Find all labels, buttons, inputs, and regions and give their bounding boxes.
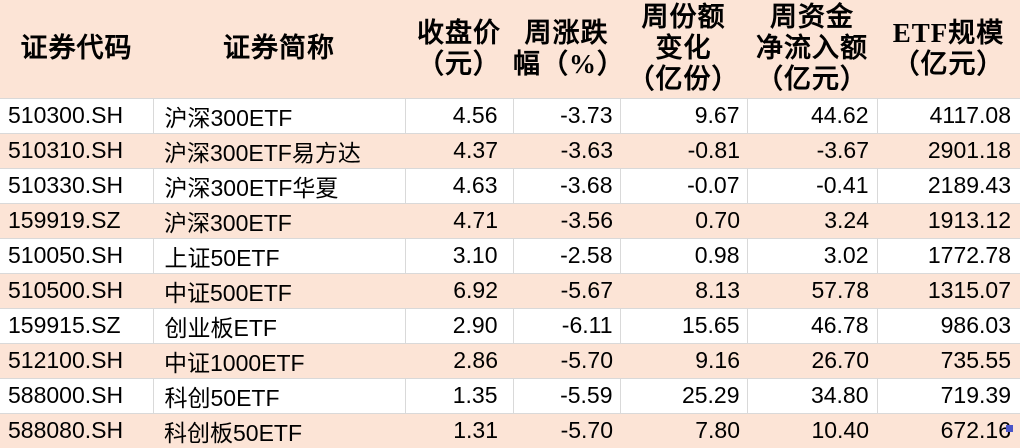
cell-weekly_share_change[interactable]: 25.29 (619, 377, 747, 414)
cell-close_price[interactable]: 4.63 (404, 167, 513, 204)
cell-code[interactable]: 159915.SZ (0, 307, 153, 344)
cell-name[interactable]: 上证50ETF (152, 237, 405, 274)
cell-code[interactable]: 510310.SH (0, 133, 153, 168)
cell-weekly_share_change[interactable]: 0.70 (620, 203, 747, 238)
cell-etf_scale[interactable]: 986.03 (876, 307, 1020, 344)
cell-etf_scale[interactable]: 1315.07 (877, 273, 1020, 308)
cell-name[interactable]: 中证500ETF (153, 273, 405, 308)
cell-weekly_net_inflow[interactable]: -0.41 (746, 167, 877, 204)
header-name[interactable]: 证券简称 (153, 0, 405, 98)
cell-name[interactable]: 科创50ETF (152, 377, 405, 414)
cell-name[interactable]: 沪深300ETF (153, 203, 405, 238)
table-row: 510050.SH 上证50ETF 3.10 -2.58 0.98 3.02 1772.78 (0, 237, 1020, 274)
table-row: 512100.SH 中证1000ETF 2.86 -5.70 9.16 26.70 735.… (0, 343, 1020, 378)
cell-weekly_change_pct[interactable]: -3.68 (512, 167, 620, 204)
cell-etf_scale[interactable]: 2901.18 (877, 133, 1020, 168)
table-row: 510300.SH 沪深300ETF 4.56 -3.73 9.67 44.62 4117.… (0, 97, 1020, 134)
table-row: 159915.SZ 创业板ETF 2.90 -6.11 15.65 46.78 986.03 (0, 307, 1020, 344)
cell-close_price[interactable]: 6.92 (405, 273, 513, 308)
table-row: 510500.SH 中证500ETF 6.92 -5.67 8.13 57.78 1315.… (0, 273, 1020, 308)
cell-name[interactable]: 沪深300ETF华夏 (152, 167, 405, 204)
cell-weekly_share_change[interactable]: 0.98 (619, 237, 747, 274)
cell-code[interactable]: 588000.SH (0, 377, 153, 414)
cell-close_price[interactable]: 1.31 (405, 413, 513, 448)
cell-etf_scale[interactable]: 4117.08 (876, 97, 1020, 134)
cell-code[interactable]: 512100.SH (0, 343, 153, 378)
cell-close_price[interactable]: 4.37 (405, 133, 513, 168)
table-body: 510300.SH 沪深300ETF 4.56 -3.73 9.67 44.62 4117.… (0, 97, 1020, 448)
cell-close_price[interactable]: 4.71 (405, 203, 513, 238)
cell-close_price[interactable]: 1.35 (404, 377, 513, 414)
cell-weekly_net_inflow[interactable]: -3.67 (747, 133, 877, 168)
cell-weekly_change_pct[interactable]: -2.58 (512, 237, 620, 274)
header-row: 证券代码 证券简称 收盘价 （元） 周涨跌 幅（%） 周份额 变化 （亿份） 周… (0, 0, 1020, 98)
cell-weekly_share_change[interactable]: 9.16 (620, 343, 747, 378)
cell-close_price[interactable]: 2.86 (405, 343, 513, 378)
cell-weekly_share_change[interactable]: 8.13 (620, 273, 747, 308)
cell-weekly_net_inflow[interactable]: 3.02 (746, 237, 877, 274)
cell-name[interactable]: 中证1000ETF (153, 343, 405, 378)
cell-name[interactable]: 创业板ETF (152, 307, 405, 344)
table-row: 510330.SH 沪深300ETF华夏 4.63 -3.68 -0.07 -0.41 21… (0, 167, 1020, 204)
cell-weekly_net_inflow[interactable]: 57.78 (747, 273, 877, 308)
cell-weekly_net_inflow[interactable]: 44.62 (746, 97, 877, 134)
table-row: 588000.SH 科创50ETF 1.35 -5.59 25.29 34.80 719.3… (0, 377, 1020, 414)
cell-code[interactable]: 510500.SH (0, 273, 153, 308)
cell-weekly_net_inflow[interactable]: 3.24 (747, 203, 877, 238)
cell-etf_scale[interactable]: 735.55 (877, 343, 1020, 378)
cell-close_price[interactable]: 4.56 (404, 97, 513, 134)
cell-weekly_change_pct[interactable]: -3.63 (513, 133, 620, 168)
cell-weekly_change_pct[interactable]: -5.59 (512, 377, 620, 414)
cell-name[interactable]: 科创板50ETF (153, 413, 405, 448)
cell-weekly_net_inflow[interactable]: 10.40 (747, 413, 877, 448)
table-row: 588080.SH 科创板50ETF 1.31 -5.70 7.80 10.40 672.1… (0, 413, 1020, 448)
header-weekly-net-inflow[interactable]: 周资金 净流入额 （亿元） (747, 0, 877, 98)
cell-etf_scale[interactable]: 1772.78 (876, 237, 1020, 274)
cell-weekly_change_pct[interactable]: -5.70 (513, 343, 620, 378)
cell-weekly_change_pct[interactable]: -3.56 (513, 203, 620, 238)
header-code[interactable]: 证券代码 (0, 0, 153, 98)
cell-weekly_change_pct[interactable]: -5.70 (513, 413, 620, 448)
cell-close_price[interactable]: 3.10 (404, 237, 513, 274)
header-etf-scale[interactable]: ETF规模 （亿元） (877, 0, 1020, 98)
cell-weekly_net_inflow[interactable]: 46.78 (746, 307, 877, 344)
cell-etf_scale[interactable]: 1913.12 (877, 203, 1020, 238)
cell-etf_scale[interactable]: 719.39 (876, 377, 1020, 414)
cell-weekly_net_inflow[interactable]: 34.80 (746, 377, 877, 414)
cell-weekly_share_change[interactable]: 15.65 (619, 307, 747, 344)
cell-name[interactable]: 沪深300ETF (152, 97, 405, 134)
cell-weekly_share_change[interactable]: 9.67 (619, 97, 747, 134)
header-close-price[interactable]: 收盘价 （元） (405, 0, 513, 98)
cell-code[interactable]: 510330.SH (0, 167, 153, 204)
table-row: 159919.SZ 沪深300ETF 4.71 -3.56 0.70 3.24 1913.1… (0, 203, 1020, 238)
cell-weekly_net_inflow[interactable]: 26.70 (747, 343, 877, 378)
cell-etf_scale[interactable]: 2189.43 (876, 167, 1020, 204)
cell-weekly_share_change[interactable]: -0.07 (619, 167, 747, 204)
cell-weekly_change_pct[interactable]: -6.11 (512, 307, 620, 344)
cell-weekly_share_change[interactable]: -0.81 (620, 133, 747, 168)
cell-code[interactable]: 159919.SZ (0, 203, 153, 238)
cell-name[interactable]: 沪深300ETF易方达 (153, 133, 405, 168)
cell-code[interactable]: 510300.SH (0, 97, 153, 134)
cell-etf_scale[interactable]: 672.16 (877, 413, 1020, 448)
header-weekly-share-change[interactable]: 周份额 变化 （亿份） (620, 0, 747, 98)
table-row: 510310.SH 沪深300ETF易方达 4.37 -3.63 -0.81 -3.67 2… (0, 133, 1020, 168)
fill-handle[interactable] (1006, 425, 1013, 432)
cell-weekly_change_pct[interactable]: -5.67 (513, 273, 620, 308)
cell-weekly_change_pct[interactable]: -3.73 (512, 97, 620, 134)
cell-weekly_share_change[interactable]: 7.80 (620, 413, 747, 448)
cell-code[interactable]: 588080.SH (0, 413, 153, 448)
cell-code[interactable]: 510050.SH (0, 237, 153, 274)
header-weekly-change-pct[interactable]: 周涨跌 幅（%） (513, 0, 624, 98)
cell-close_price[interactable]: 2.90 (404, 307, 513, 344)
